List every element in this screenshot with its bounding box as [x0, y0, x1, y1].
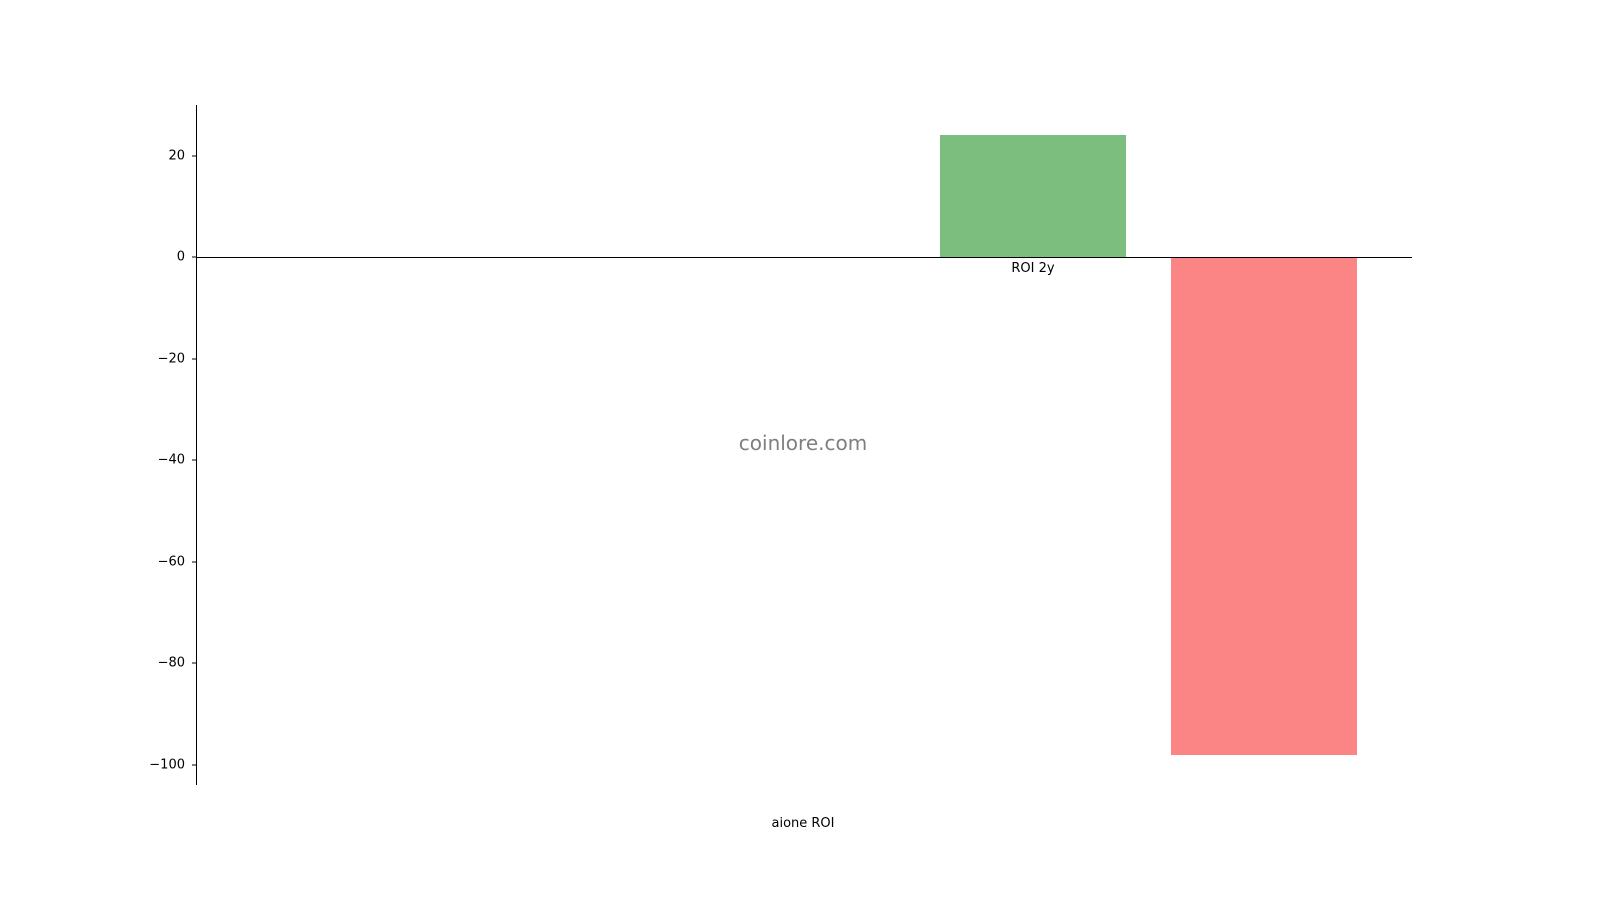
- y-tick-label: −40: [157, 452, 185, 468]
- y-tick-mark: [192, 256, 196, 258]
- y-tick-mark: [192, 358, 196, 360]
- y-tick-label: −80: [157, 655, 185, 671]
- x-axis-zero-line: [196, 257, 1412, 258]
- bar-label-roi-2y: ROI 2y: [1011, 261, 1055, 277]
- y-tick-label: −100: [149, 757, 185, 773]
- bar-negative: [1171, 257, 1357, 755]
- x-axis-title: aione ROI: [771, 816, 835, 831]
- y-tick-mark: [192, 459, 196, 461]
- y-tick-label: −20: [157, 351, 185, 367]
- y-tick-mark: [192, 155, 196, 157]
- y-axis-line: [196, 105, 197, 785]
- bar-positive: [940, 135, 1126, 258]
- y-tick-mark: [192, 662, 196, 664]
- y-tick-label: −60: [157, 554, 185, 570]
- watermark-text: coinlore.com: [738, 431, 868, 455]
- y-tick-label: 20: [168, 148, 185, 164]
- y-tick-mark: [192, 764, 196, 766]
- y-tick-mark: [192, 561, 196, 563]
- y-tick-label: 0: [176, 249, 185, 265]
